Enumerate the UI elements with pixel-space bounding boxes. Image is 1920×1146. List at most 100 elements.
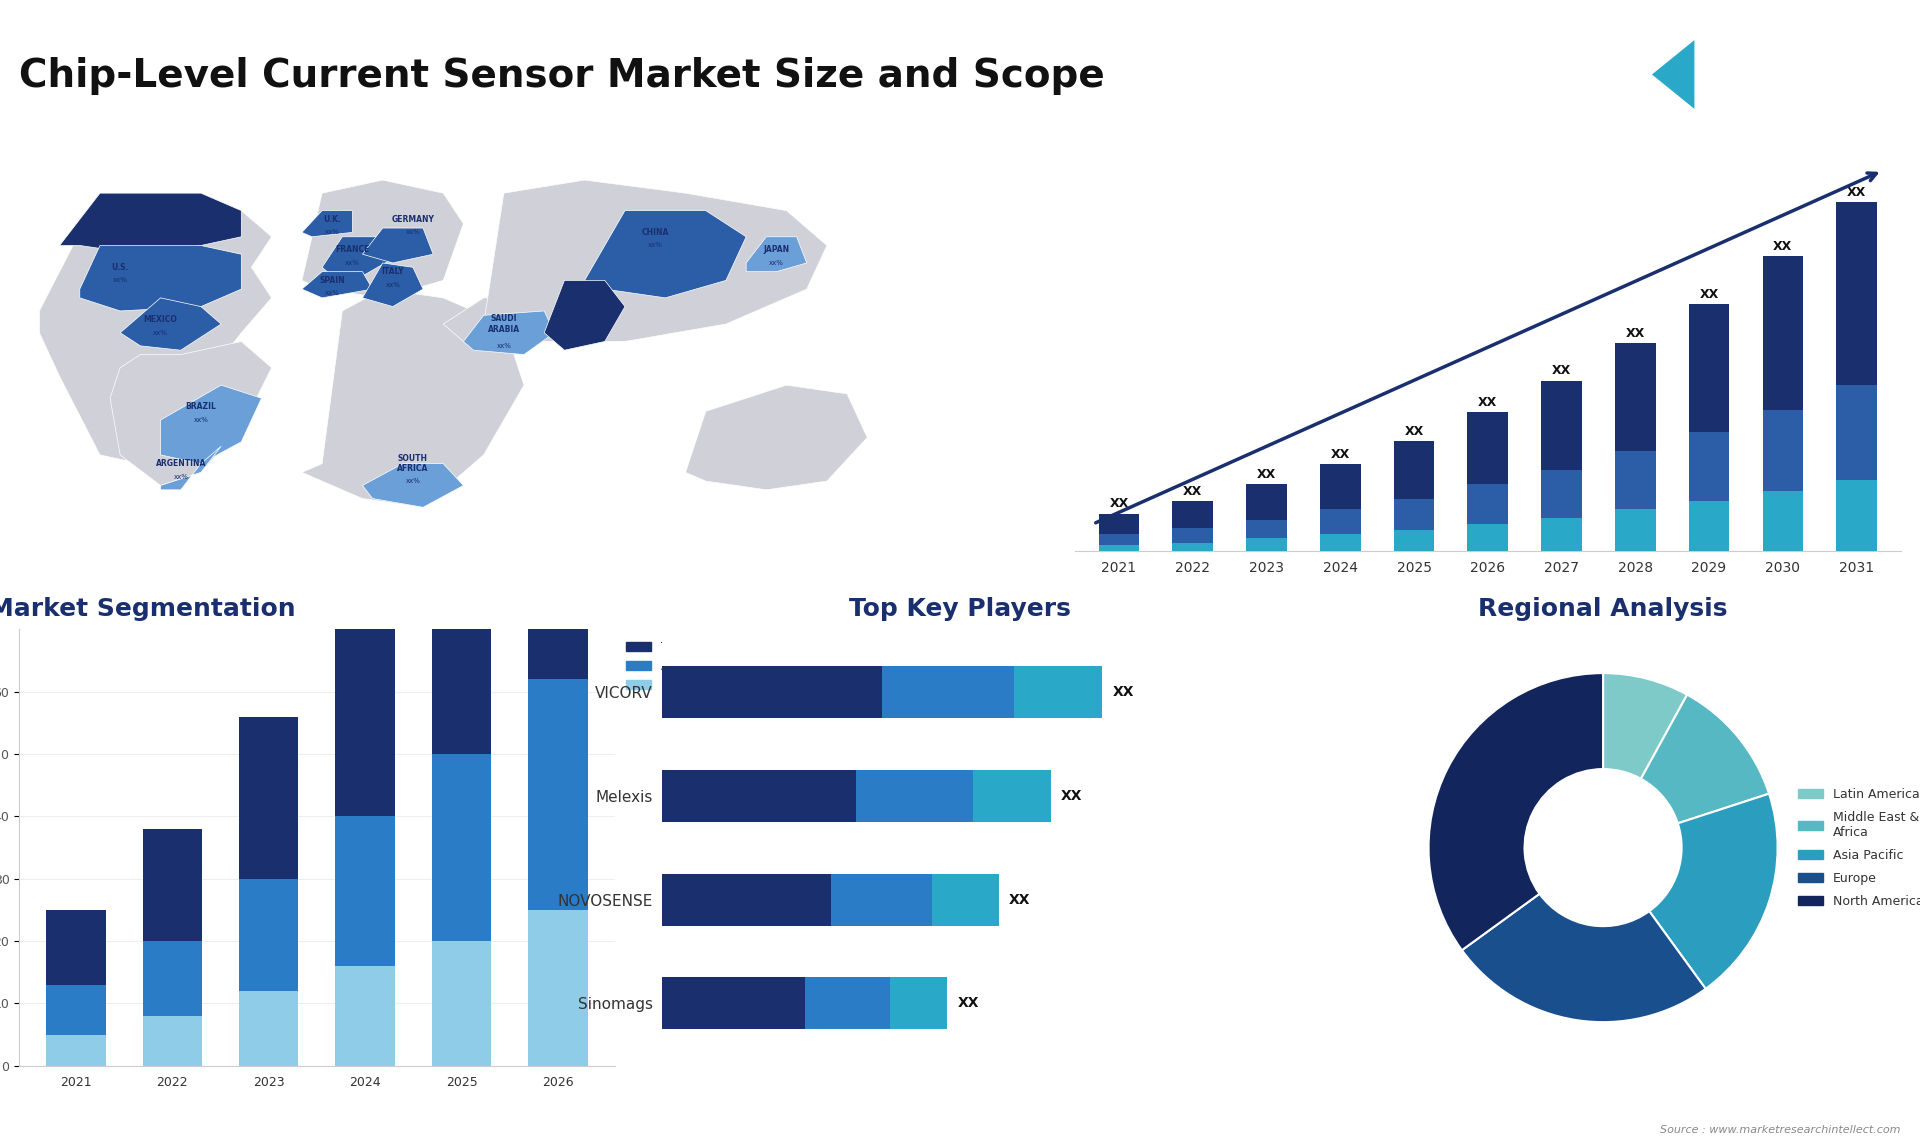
Polygon shape <box>444 298 564 351</box>
Bar <box>891 978 947 1029</box>
Bar <box>1836 385 1878 480</box>
Polygon shape <box>301 272 372 298</box>
Text: MARKET: MARKET <box>1734 58 1780 68</box>
Text: xx%: xx% <box>578 330 591 336</box>
Title: Top Key Players: Top Key Players <box>849 597 1071 621</box>
Bar <box>1246 520 1286 539</box>
Bar <box>1542 380 1582 470</box>
Bar <box>1098 513 1139 534</box>
Bar <box>1014 666 1102 717</box>
Text: xx%: xx% <box>142 221 157 227</box>
Text: XX: XX <box>1331 448 1350 461</box>
Polygon shape <box>363 262 422 307</box>
Text: INTELLECT: INTELLECT <box>1728 104 1786 113</box>
Polygon shape <box>301 211 353 237</box>
Text: xx%: xx% <box>173 473 188 480</box>
Bar <box>336 816 396 966</box>
Text: SAUDI
ARABIA: SAUDI ARABIA <box>488 314 520 333</box>
Bar <box>831 873 931 926</box>
Text: xx%: xx% <box>113 277 127 283</box>
Text: MEXICO: MEXICO <box>144 315 177 324</box>
Text: xx%: xx% <box>324 229 340 235</box>
Polygon shape <box>121 298 221 351</box>
Bar <box>1836 480 1878 551</box>
Bar <box>1542 470 1582 518</box>
Legend: Latin America, Middle East &
Africa, Asia Pacific, Europe, North America: Latin America, Middle East & Africa, Asi… <box>1793 783 1920 912</box>
Text: SOUTH
AFRICA: SOUTH AFRICA <box>397 454 428 473</box>
Bar <box>240 879 298 991</box>
Bar <box>336 966 396 1066</box>
Bar <box>856 770 973 822</box>
Text: xx%: xx% <box>324 290 340 297</box>
Text: xx%: xx% <box>154 330 167 336</box>
Bar <box>1394 499 1434 531</box>
Bar <box>1173 542 1213 551</box>
Text: CANADA: CANADA <box>132 206 169 215</box>
Polygon shape <box>301 180 463 298</box>
Polygon shape <box>1651 40 1695 109</box>
Bar <box>46 1035 106 1066</box>
Wedge shape <box>1642 694 1768 823</box>
Bar <box>1690 304 1730 432</box>
Bar <box>1615 343 1655 452</box>
Text: XX: XX <box>1774 240 1793 253</box>
Text: Market Segmentation: Market Segmentation <box>0 597 296 621</box>
Bar <box>1098 534 1139 544</box>
Text: ARGENTINA: ARGENTINA <box>156 460 205 469</box>
Bar <box>662 770 856 822</box>
Bar <box>528 317 588 680</box>
Polygon shape <box>685 385 868 489</box>
Text: xx%: xx% <box>405 229 420 235</box>
Text: Chip-Level Current Sensor Market Size and Scope: Chip-Level Current Sensor Market Size an… <box>19 57 1104 95</box>
Polygon shape <box>584 211 747 298</box>
Text: XX: XX <box>1699 288 1718 300</box>
Wedge shape <box>1649 794 1778 989</box>
Bar <box>1173 501 1213 528</box>
Bar <box>1467 411 1507 485</box>
Bar <box>662 978 804 1029</box>
Bar <box>973 770 1050 822</box>
Bar <box>1763 490 1803 551</box>
Text: XX: XX <box>1258 469 1277 481</box>
Text: XX: XX <box>1010 893 1031 906</box>
Text: xx%: xx% <box>647 243 662 249</box>
Bar <box>1246 539 1286 551</box>
Legend: Type, Application, Geography: Type, Application, Geography <box>620 636 735 697</box>
Bar <box>142 829 202 941</box>
Bar <box>1836 202 1878 385</box>
Bar <box>931 873 998 926</box>
Polygon shape <box>40 194 271 464</box>
Bar <box>1615 509 1655 551</box>
Text: U.K.: U.K. <box>323 214 342 223</box>
Bar <box>46 910 106 984</box>
Bar <box>528 680 588 910</box>
Text: BRAZIL: BRAZIL <box>186 402 217 411</box>
Bar <box>1098 544 1139 551</box>
Polygon shape <box>363 228 434 262</box>
Polygon shape <box>543 281 626 351</box>
Bar <box>142 1015 202 1066</box>
Polygon shape <box>463 311 555 354</box>
Bar <box>1763 409 1803 490</box>
Bar <box>142 941 202 1015</box>
Wedge shape <box>1428 673 1603 950</box>
Bar <box>1615 452 1655 509</box>
Text: XX: XX <box>1847 186 1866 198</box>
Bar <box>432 468 492 754</box>
Text: ITALY: ITALY <box>382 267 403 276</box>
Text: SPAIN: SPAIN <box>319 276 346 285</box>
Bar <box>1763 256 1803 409</box>
Bar <box>1319 509 1361 534</box>
Text: RESEARCH: RESEARCH <box>1728 81 1786 91</box>
Text: XX: XX <box>1404 425 1423 438</box>
Bar <box>1173 528 1213 542</box>
Polygon shape <box>484 180 828 342</box>
Text: XX: XX <box>1551 364 1571 377</box>
Bar <box>528 910 588 1066</box>
Text: FRANCE: FRANCE <box>336 245 369 254</box>
Text: xx%: xx% <box>346 260 359 266</box>
Polygon shape <box>81 245 242 311</box>
Bar <box>1467 524 1507 551</box>
Text: XX: XX <box>1062 788 1083 802</box>
Text: CHINA: CHINA <box>641 228 668 237</box>
